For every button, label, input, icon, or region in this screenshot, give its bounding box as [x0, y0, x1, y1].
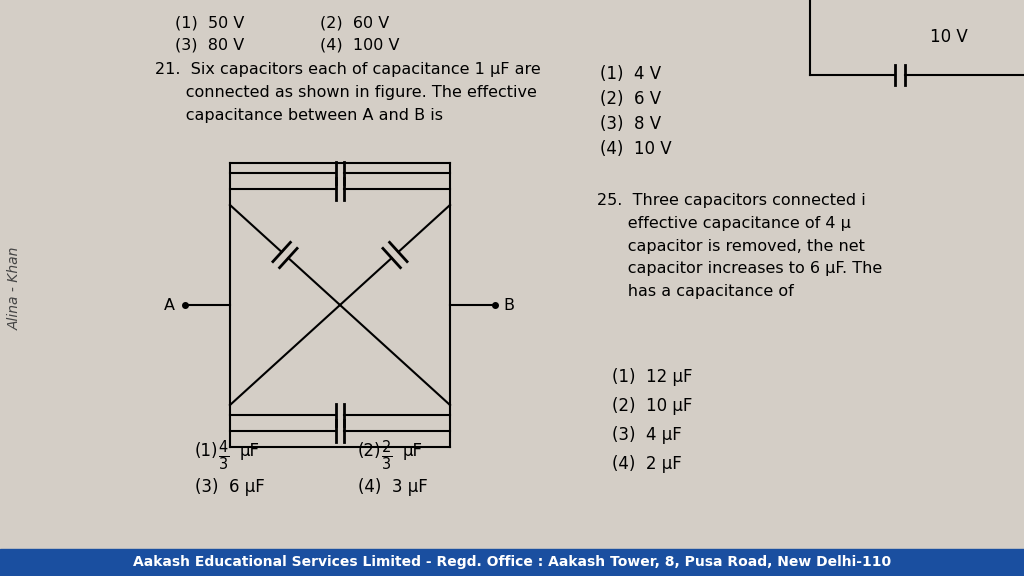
Text: (2)  10 μF: (2) 10 μF — [612, 397, 692, 415]
Text: (3)  8 V: (3) 8 V — [600, 115, 662, 133]
Text: (3)  4 μF: (3) 4 μF — [612, 426, 682, 444]
Text: A: A — [164, 297, 175, 313]
Text: (4)  3 μF: (4) 3 μF — [358, 478, 428, 496]
Bar — [0, 549, 1024, 576]
Text: 10 V: 10 V — [930, 28, 968, 46]
Text: (2): (2) — [358, 442, 382, 460]
Text: (2)  6 V: (2) 6 V — [600, 90, 662, 108]
Text: (4)  100 V: (4) 100 V — [319, 37, 399, 52]
Text: (1)  50 V: (1) 50 V — [175, 15, 245, 30]
Text: (2)  60 V: (2) 60 V — [319, 15, 389, 30]
Text: (3)  6 μF: (3) 6 μF — [195, 478, 265, 496]
Text: (3)  80 V: (3) 80 V — [175, 37, 245, 52]
Text: (1): (1) — [195, 442, 218, 460]
Text: Aakash Educational Services Limited - Regd. Office : Aakash Tower, 8, Pusa Road,: Aakash Educational Services Limited - Re… — [133, 555, 891, 569]
Text: (4)  10 V: (4) 10 V — [600, 140, 672, 158]
Text: (1)  4 V: (1) 4 V — [600, 65, 662, 83]
Text: 25.  Three capacitors connected i
      effective capacitance of 4 μ
      capac: 25. Three capacitors connected i effecti… — [597, 193, 883, 299]
Text: $\frac{2}{3}$: $\frac{2}{3}$ — [381, 438, 392, 472]
Text: B: B — [503, 297, 514, 313]
Text: (4)  2 μF: (4) 2 μF — [612, 455, 682, 473]
Text: μF: μF — [240, 442, 260, 460]
Text: $\frac{4}{3}$: $\frac{4}{3}$ — [218, 438, 229, 472]
Text: (1)  12 μF: (1) 12 μF — [612, 368, 692, 386]
Text: Alina - Khan: Alina - Khan — [8, 247, 22, 329]
Text: μF: μF — [403, 442, 423, 460]
Text: 21.  Six capacitors each of capacitance 1 μF are
      connected as shown in fig: 21. Six capacitors each of capacitance 1… — [155, 62, 541, 123]
